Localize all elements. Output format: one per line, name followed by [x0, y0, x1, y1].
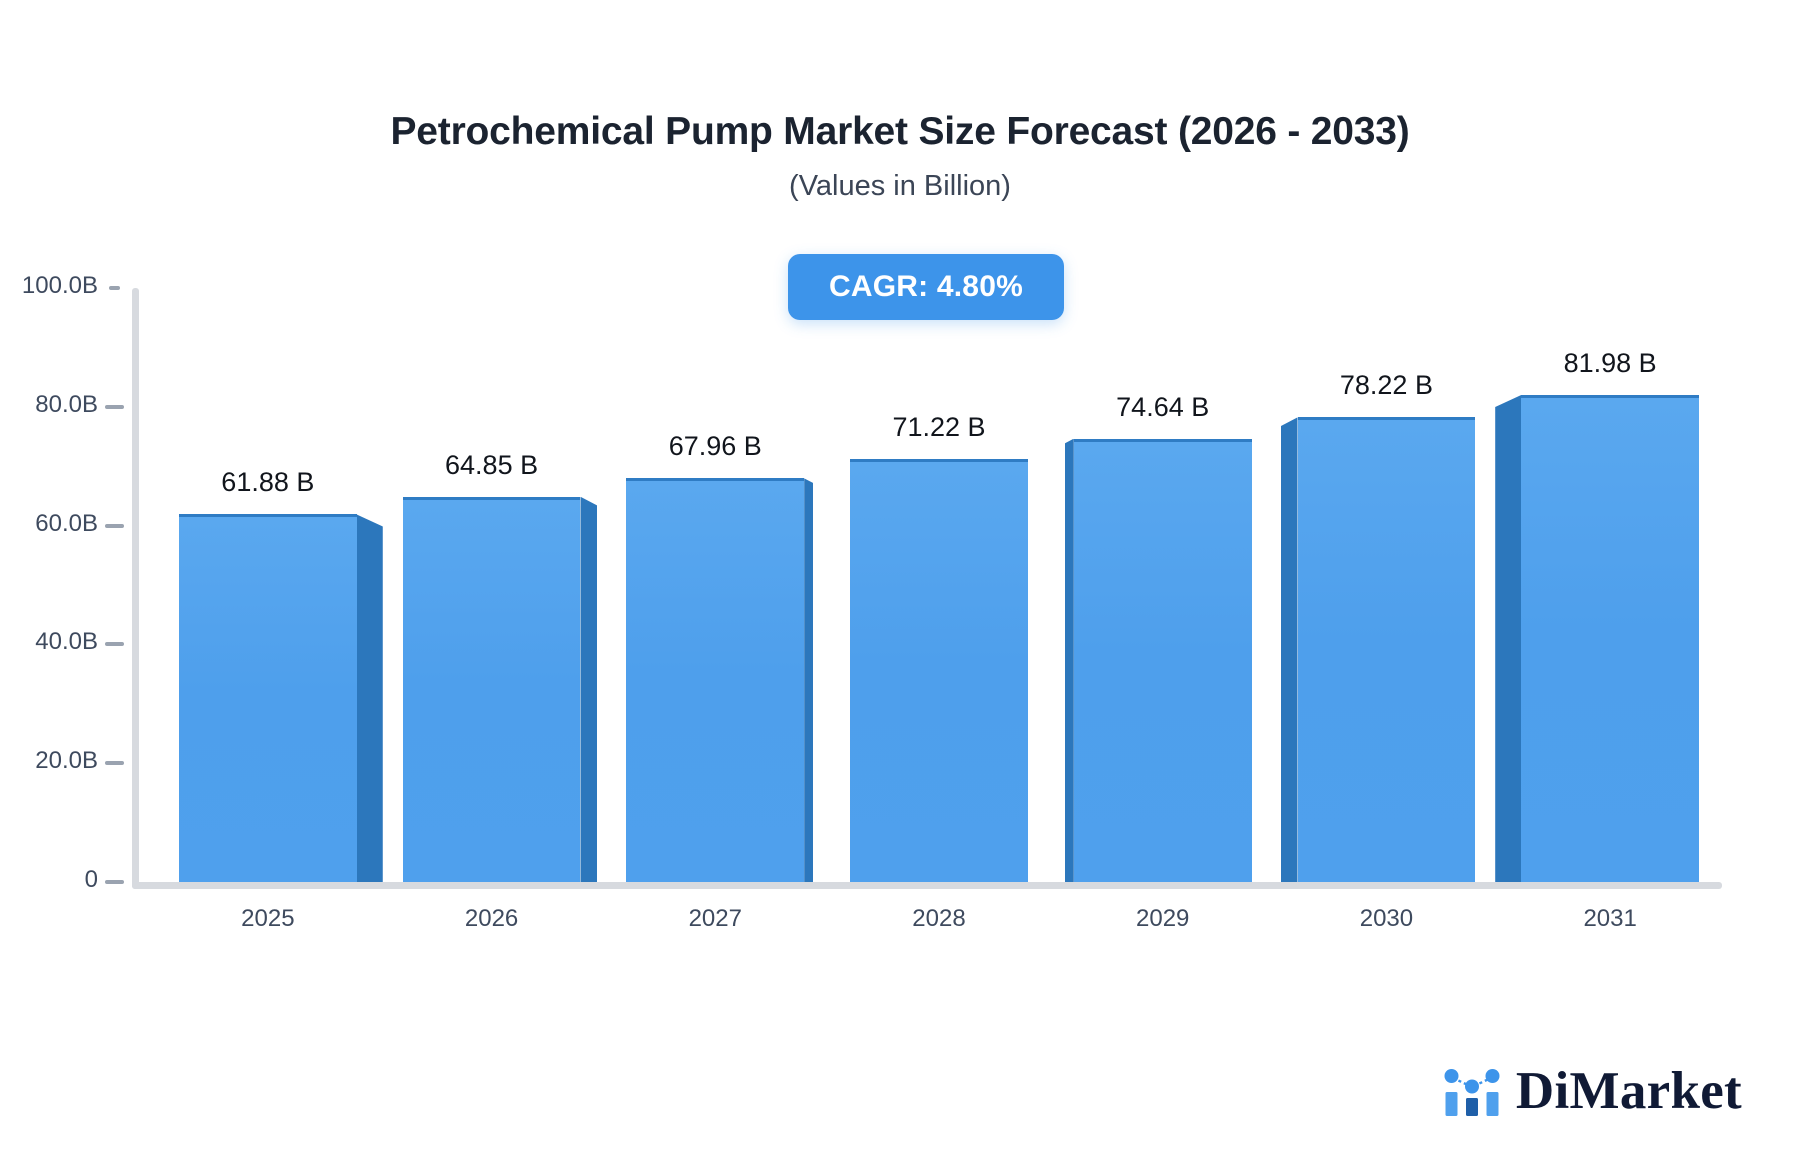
bar-side-face	[356, 514, 383, 882]
plot-area: 0 20.0B 40.0B 60.0B 80.0B 100.0B 61.88 B 64.85…	[22, 272, 1722, 932]
bar-side-face	[1280, 417, 1298, 882]
x-axis-label-2029: 2029	[1136, 905, 1190, 932]
bar-2029[interactable]: 74.64 B	[1064, 392, 1252, 882]
bar-2031[interactable]: 81.98 B	[1495, 348, 1700, 882]
y-axis-label: 60.0B	[35, 509, 98, 537]
bar-front-face	[626, 478, 805, 882]
y-axis-label: 20.0B	[35, 747, 98, 775]
bar-value-label: 78.22 B	[1339, 370, 1433, 401]
bar-front-face	[402, 496, 581, 882]
x-axis-label-2028: 2028	[912, 905, 966, 932]
bar-front-face	[850, 458, 1028, 882]
bar-value-label: 64.85 B	[445, 449, 539, 480]
bar-side-face	[1064, 438, 1074, 882]
x-axis-label-2030: 2030	[1359, 905, 1414, 932]
brand-logo: DiMarket	[1444, 1065, 1742, 1118]
bar-front-face	[1073, 438, 1252, 882]
bar-side-face	[580, 496, 598, 882]
y-axis-tick	[109, 286, 120, 290]
bar-2026[interactable]: 64.85 B	[402, 450, 598, 882]
bar-front-face	[1521, 395, 1700, 882]
y-axis-tick	[105, 404, 124, 409]
bar-front-face	[178, 514, 357, 882]
bar-value-label: 61.88 B	[221, 467, 315, 498]
bar-2028[interactable]: 71.22 B	[850, 412, 1028, 882]
bar-2027[interactable]: 67.96 B	[626, 431, 814, 882]
y-axis-label: 0	[84, 866, 98, 893]
y-axis-label: 100.0B	[21, 272, 98, 299]
x-axis-label-2027: 2027	[688, 905, 742, 932]
bar-value-label: 67.96 B	[668, 431, 762, 462]
y-axis-line	[132, 288, 139, 889]
y-axis-label: 40.0B	[35, 628, 98, 656]
y-axis-label: 80.0B	[35, 390, 98, 418]
bar-value-label: 81.98 B	[1563, 348, 1657, 379]
bar-2030[interactable]: 78.22 B	[1280, 370, 1476, 882]
y-axis-tick	[105, 761, 124, 766]
y-axis-tick	[105, 523, 124, 528]
bar-front-face	[1297, 417, 1476, 882]
cagr-badge: CAGR: 4.80%	[788, 254, 1064, 320]
chart-title: Petrochemical Pump Market Size Forecast …	[390, 110, 1410, 153]
bar-chart-dots-icon	[1444, 1068, 1500, 1116]
bar-value-label: 71.22 B	[892, 411, 986, 442]
y-axis-tick	[105, 642, 124, 647]
bar-2025[interactable]: 61.88 B	[178, 467, 383, 882]
cagr-badge-label: CAGR: 4.80%	[829, 270, 1023, 303]
bar-side-face	[804, 478, 814, 882]
bar-side-face	[1495, 395, 1522, 882]
x-axis-label-2026: 2026	[464, 905, 519, 932]
bar-value-label: 74.64 B	[1116, 391, 1210, 422]
x-axis-label-2031: 2031	[1583, 905, 1637, 932]
chart-subtitle: (Values in Billion)	[789, 170, 1011, 202]
brand-logo-text: DiMarket	[1515, 1062, 1742, 1120]
y-axis-tick	[105, 880, 124, 884]
x-axis-line	[132, 882, 1722, 889]
x-axis-label-2025: 2025	[241, 905, 295, 932]
